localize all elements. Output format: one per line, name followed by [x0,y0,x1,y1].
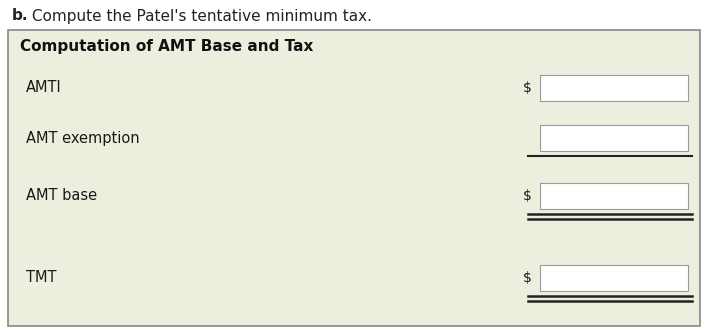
Text: TMT: TMT [26,270,56,286]
Text: AMT base: AMT base [26,188,97,204]
FancyBboxPatch shape [8,30,700,326]
Text: AMTI: AMTI [26,80,62,96]
Text: b.: b. [12,9,28,24]
Text: $: $ [523,81,532,95]
Text: $: $ [523,271,532,285]
Text: Computation of AMT Base and Tax: Computation of AMT Base and Tax [20,38,314,54]
Text: $: $ [523,189,532,203]
Text: AMT exemption: AMT exemption [26,130,139,146]
FancyBboxPatch shape [540,125,688,151]
FancyBboxPatch shape [540,75,688,101]
Text: Compute the Patel's tentative minimum tax.: Compute the Patel's tentative minimum ta… [27,9,372,24]
FancyBboxPatch shape [540,265,688,291]
FancyBboxPatch shape [540,183,688,209]
